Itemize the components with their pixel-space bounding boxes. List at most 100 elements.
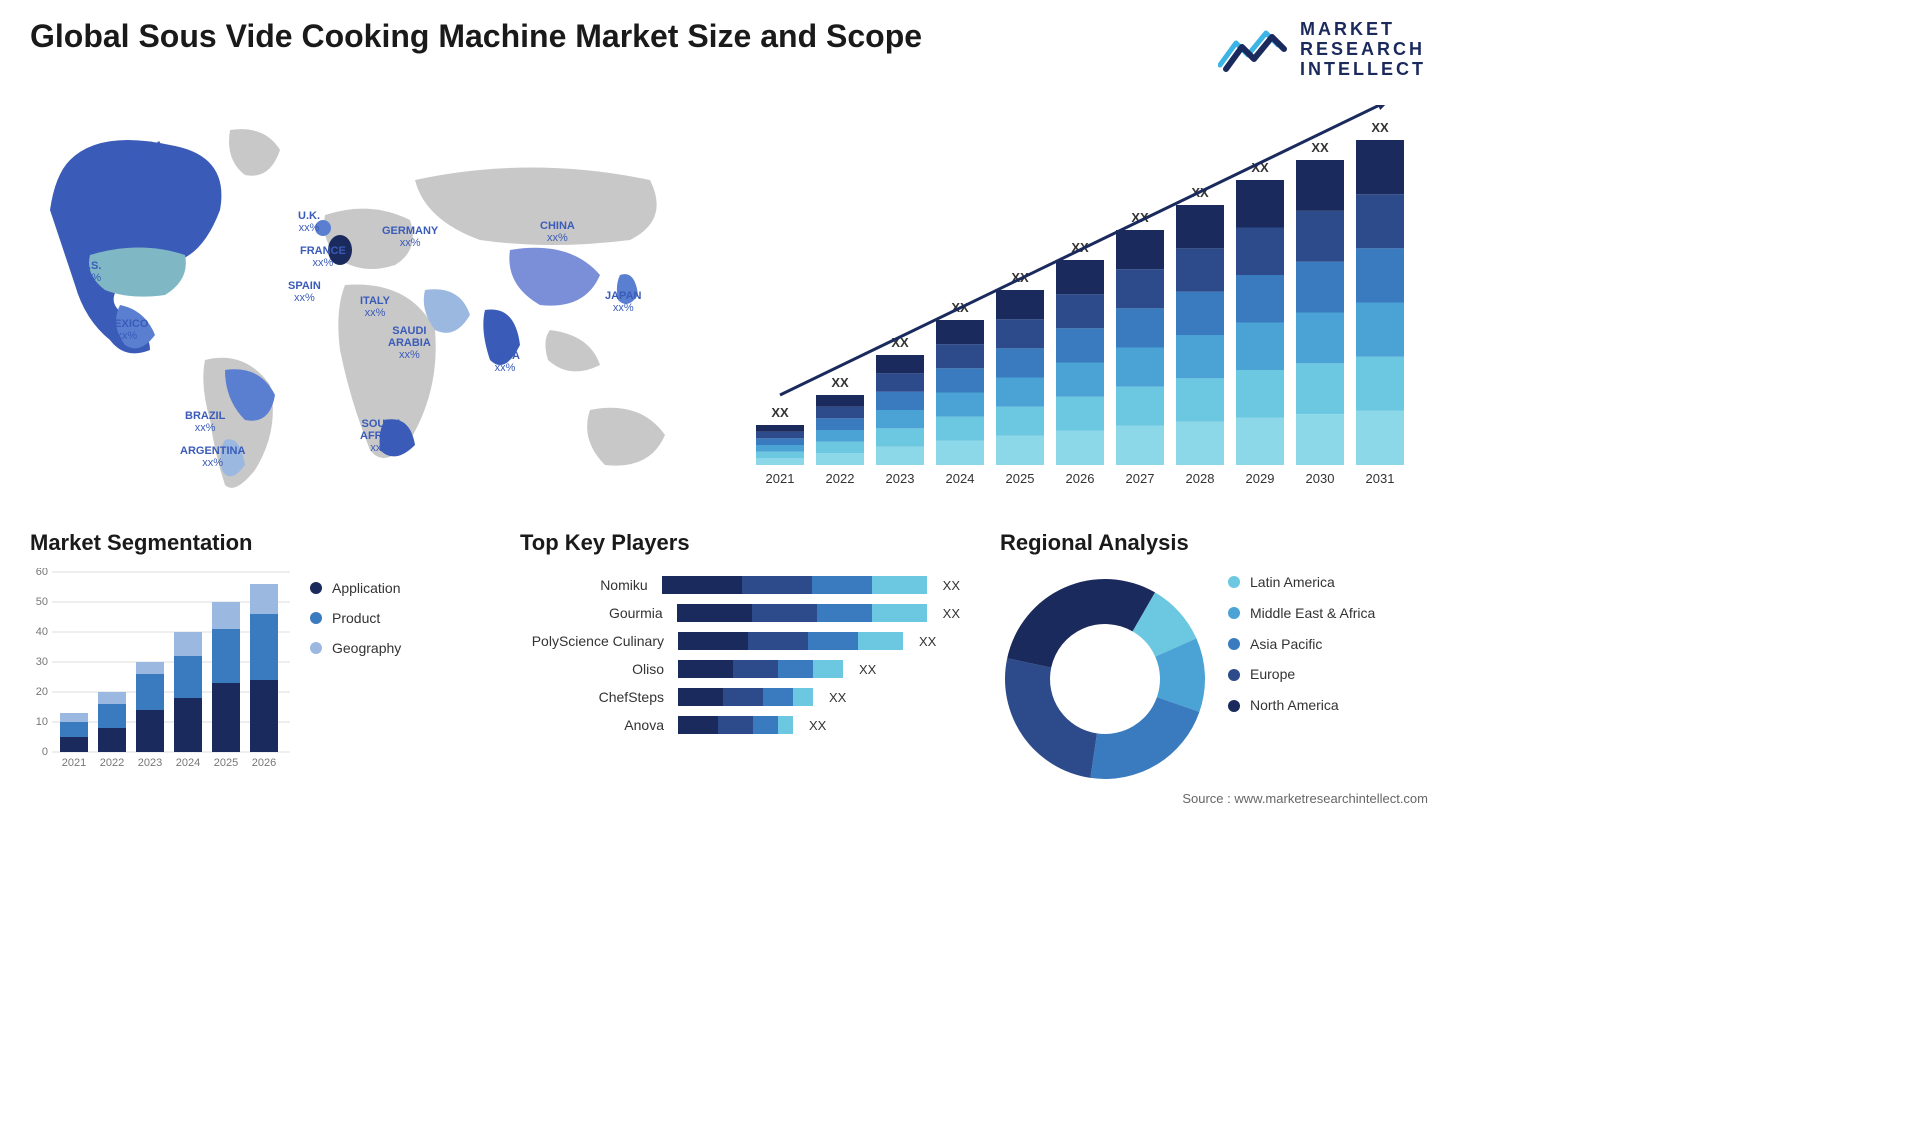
legend-dot-icon xyxy=(1228,700,1240,712)
svg-text:30: 30 xyxy=(36,656,48,668)
player-row: ChefStepsXX xyxy=(520,688,960,706)
players-section: Top Key Players NomikuXXGourmiaXXPolySci… xyxy=(520,530,960,734)
regional-section: Regional Analysis Latin America Middle Ea… xyxy=(1000,530,1430,784)
page-title: Global Sous Vide Cooking Machine Market … xyxy=(30,18,922,55)
legend-label: Middle East & Africa xyxy=(1250,605,1375,622)
player-name: Nomiku xyxy=(520,577,654,593)
svg-text:2023: 2023 xyxy=(886,471,915,486)
legend-label: Application xyxy=(332,580,401,596)
seg-legend-product: Product xyxy=(310,610,401,626)
map-label-italy: ITALYxx% xyxy=(360,295,390,319)
map-label-u-s-: U.S.xx% xyxy=(80,260,101,284)
player-value: XX xyxy=(919,634,936,649)
svg-text:50: 50 xyxy=(36,596,48,608)
svg-text:XX: XX xyxy=(771,405,789,420)
region-legend-europe: Europe xyxy=(1228,666,1375,683)
player-row: Nomiku XX xyxy=(520,576,960,594)
map-label-south-africa: SOUTHAFRICAxx% xyxy=(360,418,402,454)
world-map: CANADAxx% U.S.xx% MEXICOxx% BRAZILxx% ARGENT… xyxy=(30,100,690,500)
svg-text:2021: 2021 xyxy=(62,757,86,769)
svg-text:2030: 2030 xyxy=(1306,471,1335,486)
svg-text:2024: 2024 xyxy=(176,757,200,769)
legend-label: Latin America xyxy=(1250,574,1335,591)
map-label-saudi-arabia: SAUDIARABIAxx% xyxy=(388,325,431,361)
legend-dot-icon xyxy=(310,582,322,594)
player-value: XX xyxy=(829,690,846,705)
svg-text:2023: 2023 xyxy=(138,757,162,769)
svg-text:XX: XX xyxy=(1311,140,1329,155)
map-label-spain: SPAINxx% xyxy=(288,280,321,304)
svg-text:2031: 2031 xyxy=(1366,471,1395,486)
player-name: Anova xyxy=(520,717,670,733)
map-label-china: CHINAxx% xyxy=(540,220,575,244)
player-row: Anova XX xyxy=(520,716,960,734)
map-label-u-k-: U.K.xx% xyxy=(298,210,320,234)
map-label-brazil: BRAZILxx% xyxy=(185,410,225,434)
map-label-germany: GERMANYxx% xyxy=(382,225,438,249)
svg-text:2024: 2024 xyxy=(946,471,975,486)
regional-donut xyxy=(1000,574,1210,784)
legend-label: Geography xyxy=(332,640,401,656)
player-bar xyxy=(678,688,813,706)
svg-text:40: 40 xyxy=(36,626,48,638)
svg-text:2028: 2028 xyxy=(1186,471,1215,486)
svg-text:2029: 2029 xyxy=(1246,471,1275,486)
seg-legend-application: Application xyxy=(310,580,401,596)
player-bar xyxy=(678,660,843,678)
logo-line3: INTELLECT xyxy=(1300,60,1426,80)
legend-dot-icon xyxy=(310,642,322,654)
map-label-canada: CANADAxx% xyxy=(115,140,163,164)
map-label-france: FRANCExx% xyxy=(300,245,346,269)
regional-legend: Latin America Middle East & Africa Asia Pa… xyxy=(1228,574,1375,714)
player-value: XX xyxy=(943,606,960,621)
legend-dot-icon xyxy=(310,612,322,624)
brand-logo: MARKET RESEARCH INTELLECT xyxy=(1218,20,1426,79)
map-label-argentina: ARGENTINAxx% xyxy=(180,445,245,469)
legend-dot-icon xyxy=(1228,576,1240,588)
map-label-india: INDIAxx% xyxy=(490,350,520,374)
legend-label: Europe xyxy=(1250,666,1295,683)
player-name: Oliso xyxy=(520,661,670,677)
map-label-mexico: MEXICOxx% xyxy=(105,318,148,342)
svg-text:2021: 2021 xyxy=(766,471,795,486)
player-row: Oliso XX xyxy=(520,660,960,678)
player-bar xyxy=(678,632,903,650)
svg-text:2027: 2027 xyxy=(1126,471,1155,486)
logo-line2: RESEARCH xyxy=(1300,40,1426,60)
players-list: NomikuXXGourmiaXXPolyScience CulinaryXXO… xyxy=(520,568,960,734)
legend-label: North America xyxy=(1250,697,1339,714)
regional-title: Regional Analysis xyxy=(1000,530,1430,556)
player-row: Gourmia XX xyxy=(520,604,960,622)
logo-mark-icon xyxy=(1218,25,1288,75)
player-bar xyxy=(662,576,927,594)
region-legend-asia-pacific: Asia Pacific xyxy=(1228,636,1375,653)
logo-line1: MARKET xyxy=(1300,20,1426,40)
player-name: Gourmia xyxy=(520,605,669,621)
players-title: Top Key Players xyxy=(520,530,960,556)
svg-text:0: 0 xyxy=(42,746,48,758)
segmentation-chart: 0102030405060202120222023202420252026 xyxy=(30,568,290,788)
seg-legend-geography: Geography xyxy=(310,640,401,656)
svg-text:20: 20 xyxy=(36,686,48,698)
svg-text:2022: 2022 xyxy=(100,757,124,769)
player-row: PolyScience CulinaryXX xyxy=(520,632,960,650)
region-legend-north-america: North America xyxy=(1228,697,1375,714)
segmentation-title: Market Segmentation xyxy=(30,530,470,556)
player-value: XX xyxy=(859,662,876,677)
segmentation-legend: Application Product Geography xyxy=(310,568,401,788)
svg-text:2022: 2022 xyxy=(826,471,855,486)
region-legend-latin-america: Latin America xyxy=(1228,574,1375,591)
svg-text:XX: XX xyxy=(1371,120,1389,135)
source-text: Source : www.marketresearchintellect.com xyxy=(1182,791,1428,806)
map-label-japan: JAPANxx% xyxy=(605,290,641,314)
segmentation-section: Market Segmentation 01020304050602021202… xyxy=(30,530,470,788)
legend-dot-icon xyxy=(1228,607,1240,619)
legend-dot-icon xyxy=(1228,638,1240,650)
svg-text:XX: XX xyxy=(831,375,849,390)
legend-dot-icon xyxy=(1228,669,1240,681)
market-size-chart: XX2021XX2022XX2023XX2024XX2025XX2026XX20… xyxy=(746,105,1426,500)
logo-text: MARKET RESEARCH INTELLECT xyxy=(1300,20,1426,79)
player-value: XX xyxy=(809,718,826,733)
player-value: XX xyxy=(943,578,960,593)
legend-label: Asia Pacific xyxy=(1250,636,1322,653)
